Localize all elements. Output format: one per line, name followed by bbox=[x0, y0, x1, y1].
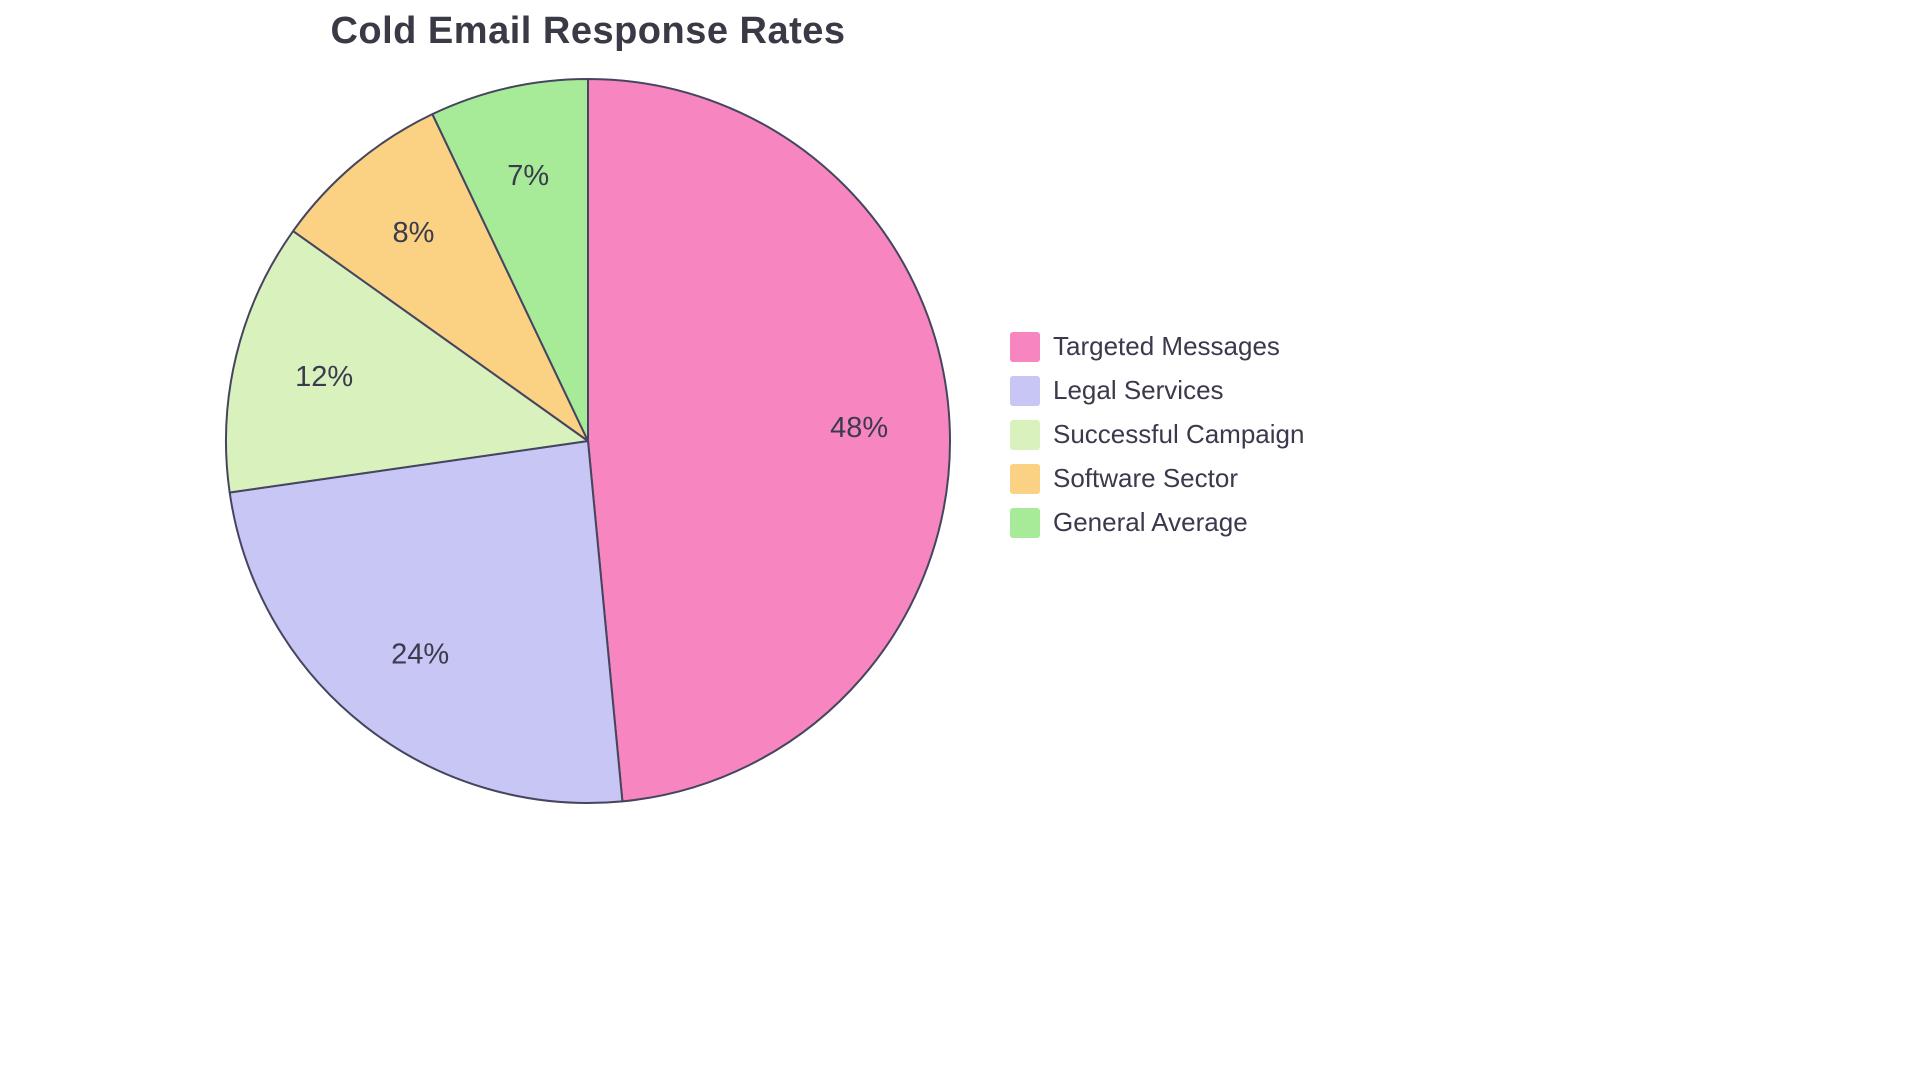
legend-label-successful-campaign: Successful Campaign bbox=[1053, 419, 1305, 449]
legend-swatch-successful-campaign bbox=[1010, 419, 1040, 450]
legend: Targeted Messages Legal Services Successfu… bbox=[1010, 331, 1304, 538]
pie-slice-successful-campaign bbox=[225, 230, 589, 494]
slice-label-successful-campaign: 12% bbox=[295, 361, 353, 393]
legend-label-targeted-messages: Targeted Messages bbox=[1053, 331, 1280, 361]
pie-slice-general-average bbox=[431, 78, 589, 442]
pie-slice-targeted-messages bbox=[587, 78, 951, 803]
legend-label-legal-services: Legal Services bbox=[1053, 375, 1224, 405]
legend-item-targeted-messages: Targeted Messages bbox=[1010, 331, 1304, 362]
legend-item-software-sector: Software Sector bbox=[1010, 463, 1304, 494]
slice-label-general-average: 7% bbox=[507, 160, 549, 192]
legend-label-software-sector: Software Sector bbox=[1053, 463, 1238, 493]
legend-swatch-general-average bbox=[1010, 507, 1040, 538]
pie-slice-software-sector bbox=[292, 113, 589, 442]
legend-swatch-software-sector bbox=[1010, 463, 1040, 494]
slice-label-software-sector: 8% bbox=[393, 217, 435, 249]
legend-label-general-average: General Average bbox=[1053, 507, 1248, 537]
legend-item-legal-services: Legal Services bbox=[1010, 375, 1304, 406]
chart-title: Cold Email Response Rates bbox=[330, 10, 846, 52]
legend-item-successful-campaign: Successful Campaign bbox=[1010, 419, 1304, 450]
legend-item-general-average: General Average bbox=[1010, 507, 1304, 538]
legend-swatch-legal-services bbox=[1010, 375, 1040, 406]
slice-label-targeted-messages: 48% bbox=[830, 412, 888, 444]
legend-swatch-targeted-messages bbox=[1010, 331, 1040, 362]
slice-label-legal-services: 24% bbox=[391, 638, 449, 670]
pie-slice-legal-services bbox=[228, 440, 624, 804]
